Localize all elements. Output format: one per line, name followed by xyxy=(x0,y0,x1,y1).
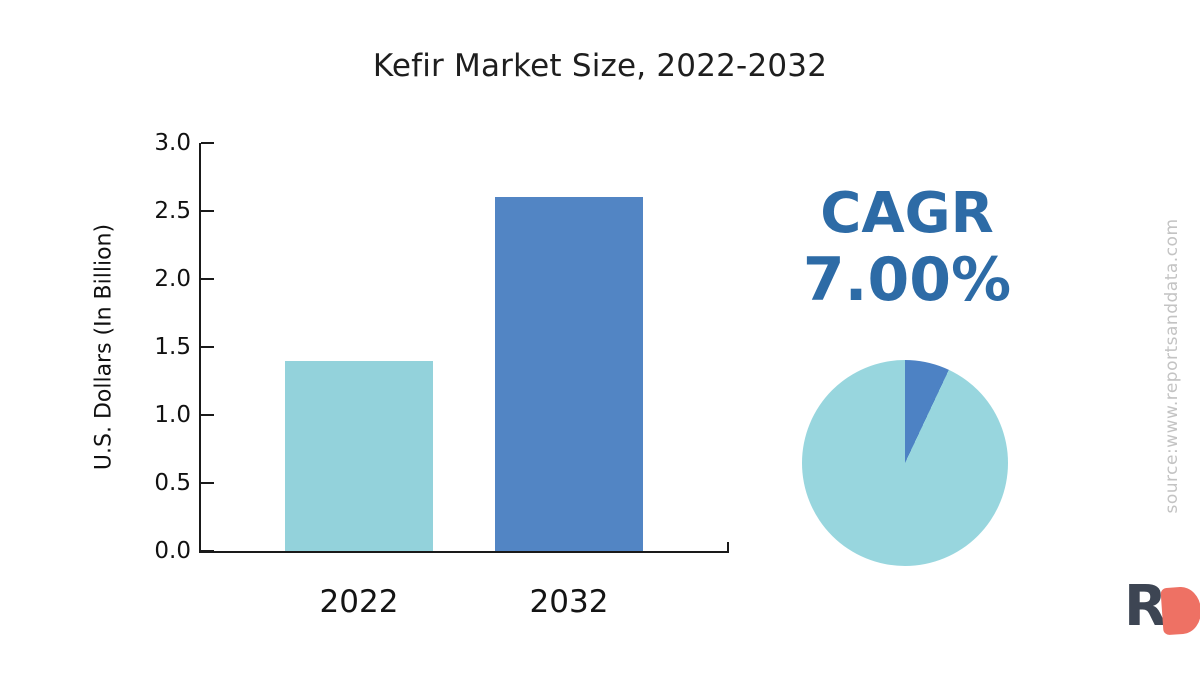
y-tick-label: 0.5 xyxy=(154,470,191,496)
y-tick-mark xyxy=(201,142,214,144)
x-tick-label: 2022 xyxy=(319,584,399,620)
x-tick-label: 2032 xyxy=(529,584,609,620)
y-tick-label: 2.5 xyxy=(154,198,191,224)
y-tick-label: 1.5 xyxy=(154,334,191,360)
pie-chart xyxy=(802,360,1008,566)
x-axis-spine xyxy=(199,551,729,553)
logo-red-d-icon xyxy=(1160,585,1200,636)
y-tick-label: 0.0 xyxy=(154,538,191,564)
x-axis-end-tick xyxy=(727,542,729,551)
y-tick-label: 2.0 xyxy=(154,266,191,292)
bar-2022 xyxy=(285,360,433,551)
bar-2032 xyxy=(495,197,643,551)
logo-letter-r: R xyxy=(1124,574,1168,639)
y-tick-label: 1.0 xyxy=(154,402,191,428)
y-tick-label: 3.0 xyxy=(154,130,191,156)
cagr-label: CAGR xyxy=(820,181,994,246)
cagr-callout: CAGR 7.00% xyxy=(802,181,1012,316)
y-axis-spine xyxy=(199,143,201,553)
source-attribution: source:www.reportsanddata.com xyxy=(1162,218,1182,514)
y-axis-label: U.S. Dollars (In Billion) xyxy=(91,223,117,471)
y-tick-mark xyxy=(201,278,214,280)
y-tick-mark xyxy=(201,482,214,484)
y-tick-mark xyxy=(201,346,214,348)
reports-and-data-logo: R xyxy=(1122,578,1200,640)
y-tick-mark xyxy=(201,210,214,212)
chart-title: Kefir Market Size, 2022-2032 xyxy=(372,48,828,84)
y-tick-mark xyxy=(201,414,214,416)
cagr-value: 7.00% xyxy=(802,245,1012,315)
